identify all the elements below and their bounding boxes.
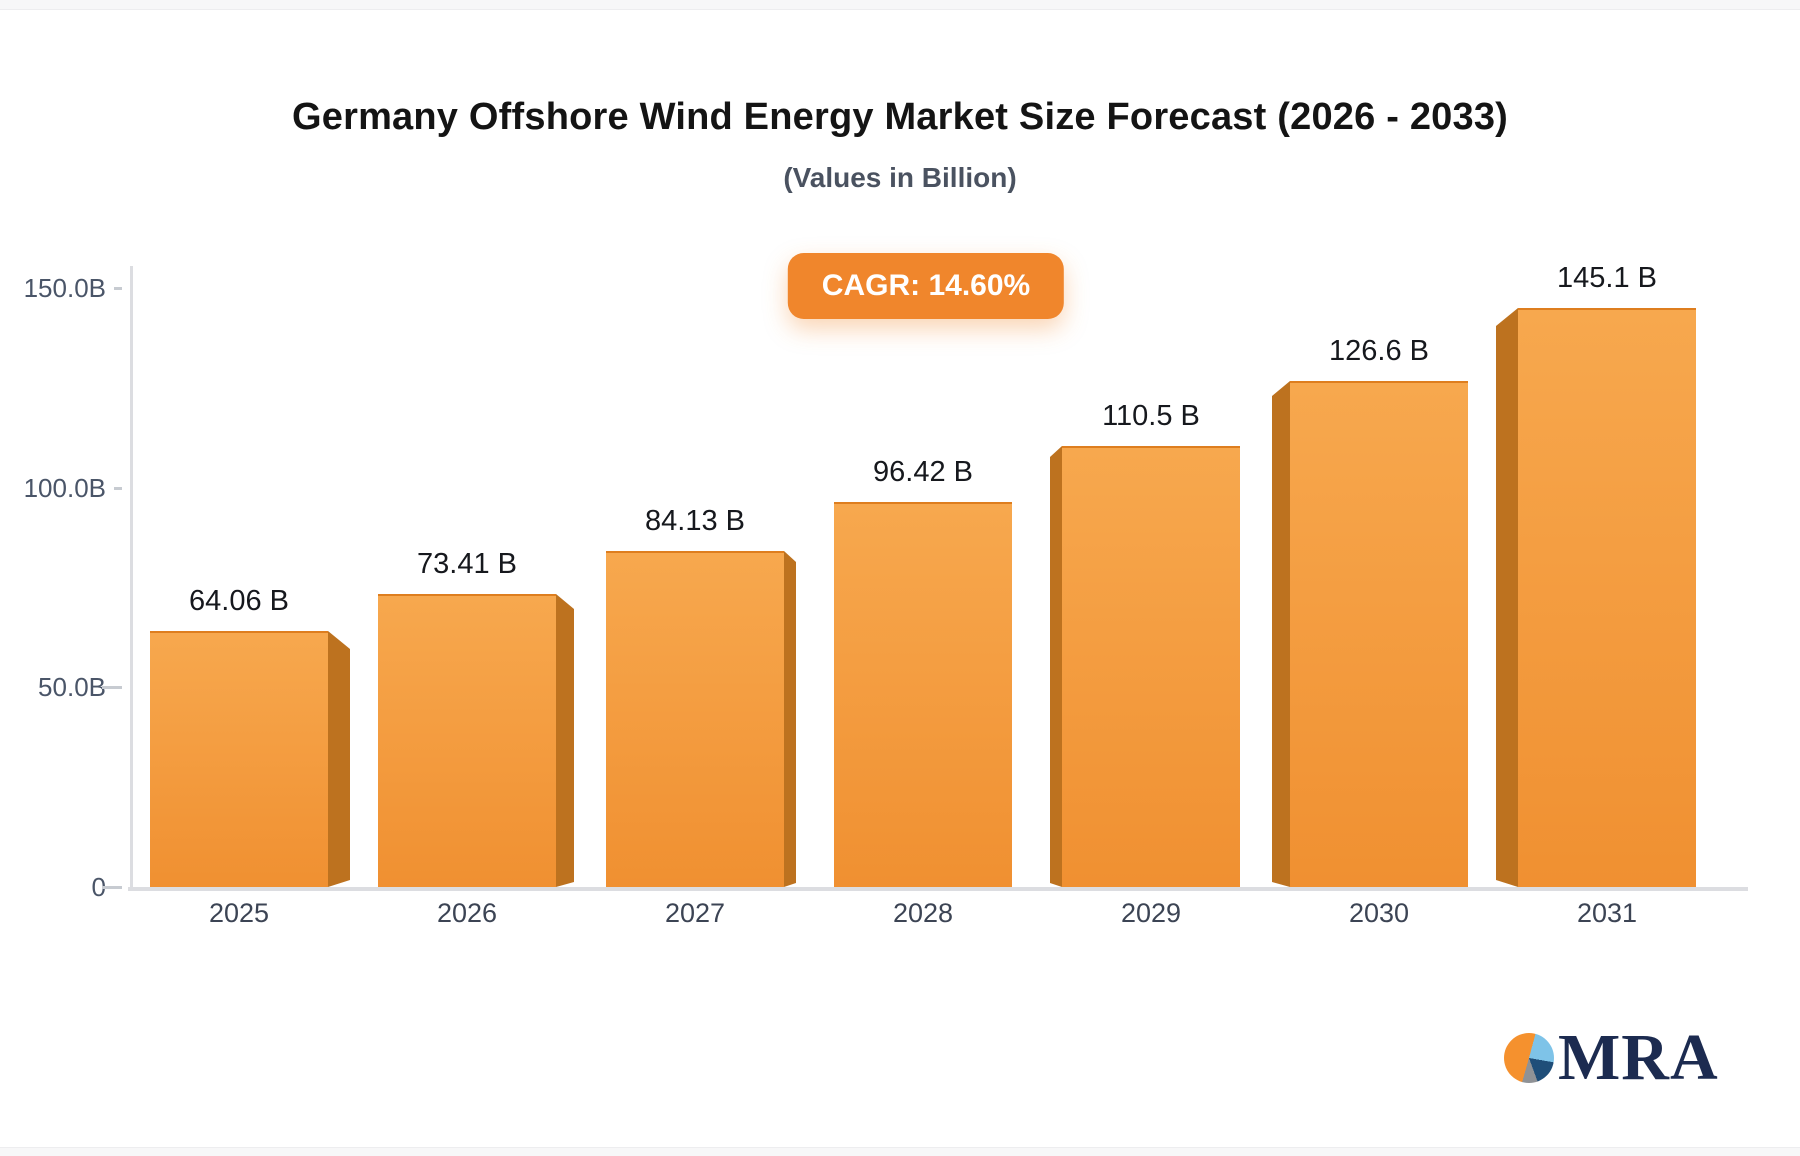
bar-value-label: 110.5 B	[1102, 400, 1200, 432]
pie-chart-icon	[1504, 1033, 1554, 1083]
x-axis-label: 2025	[208, 898, 270, 928]
x-axis-label: 2030	[1348, 898, 1410, 928]
bar-value-label: 64.06 B	[189, 585, 289, 617]
bar-value-label: 73.41 B	[417, 548, 517, 580]
bar-side-face	[556, 594, 574, 887]
bar	[834, 502, 1012, 887]
y-axis-label: 0	[91, 872, 106, 902]
bar-value-label: 96.42 B	[873, 456, 973, 488]
y-axis-tick	[114, 287, 122, 290]
bar-value-label: 145.1 B	[1557, 262, 1657, 294]
chart-subtitle: (Values in Billion)	[783, 162, 1017, 193]
bar	[606, 551, 784, 887]
bar-value-label: 126.6 B	[1329, 335, 1429, 367]
x-axis-label: 2029	[1120, 898, 1182, 928]
x-axis-label: 2027	[664, 898, 726, 928]
cagr-badge: CAGR: 14.60%	[787, 253, 1065, 319]
page-bottom-edge	[0, 1147, 1800, 1156]
bar-value-label: 84.13 B	[645, 505, 745, 537]
bar-side-face	[784, 551, 796, 887]
y-axis-label: 50.0B	[38, 672, 106, 703]
y-axis-label: 100.0B	[23, 472, 106, 503]
x-axis-label: 2028	[892, 898, 954, 928]
bar	[378, 594, 556, 887]
y-axis-tick	[114, 486, 122, 490]
x-axis-label: 2026	[436, 898, 498, 928]
chart-title: Germany Offshore Wind Energy Market Size…	[291, 96, 1509, 138]
y-axis-label: 150.0B	[23, 273, 106, 303]
bar-side-face	[1496, 308, 1518, 887]
bar-side-face	[328, 631, 350, 887]
bar-side-face	[1272, 381, 1290, 887]
mra-logo: MRA	[1504, 1021, 1719, 1094]
y-axis-tick	[102, 886, 122, 889]
x-axis-line	[128, 887, 1748, 891]
bar	[1518, 308, 1696, 887]
x-axis-label: 2031	[1576, 898, 1638, 928]
y-axis-line	[130, 266, 133, 891]
bar	[1290, 381, 1468, 887]
bar	[150, 631, 328, 887]
page-top-edge	[0, 0, 1800, 10]
y-axis-tick	[102, 686, 122, 690]
bar-side-face	[1050, 446, 1062, 887]
logo-text: MRA	[1558, 1021, 1719, 1094]
bar	[1062, 446, 1240, 887]
